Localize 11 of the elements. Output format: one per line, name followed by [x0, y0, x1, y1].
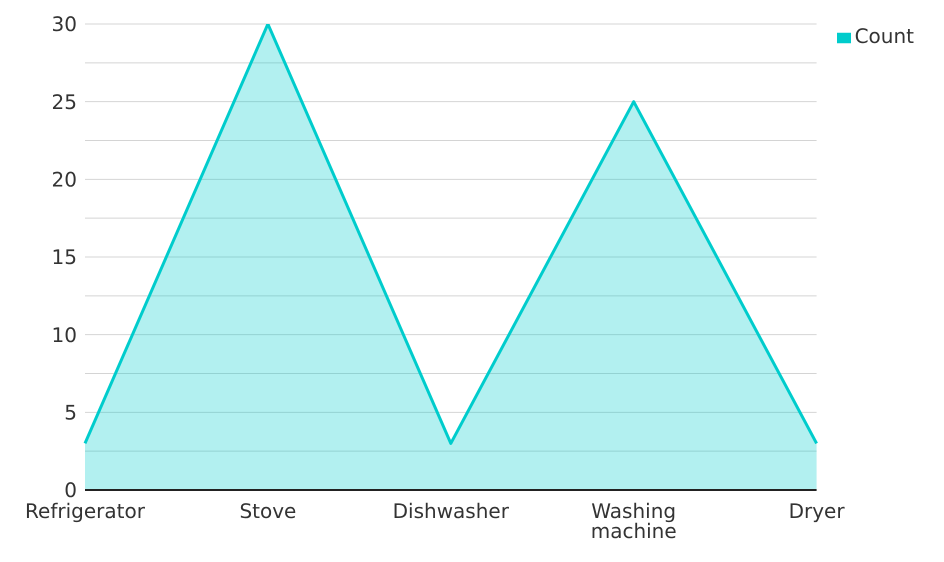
y-tick-label: 10	[52, 322, 77, 347]
y-tick-label: 15	[52, 245, 77, 270]
legend-label: Count	[854, 24, 914, 48]
y-tick-label: 25	[52, 90, 77, 114]
y-tick-label: 20	[52, 167, 77, 192]
y-tick-label: 30	[52, 12, 77, 36]
x-tick-label: Dishwasher	[392, 499, 510, 524]
y-tick-label: 5	[64, 400, 77, 424]
x-tick-label: Washing machine	[590, 499, 677, 544]
x-tick-label: Stove	[239, 499, 296, 524]
x-tick-label: Dryer	[788, 499, 846, 524]
